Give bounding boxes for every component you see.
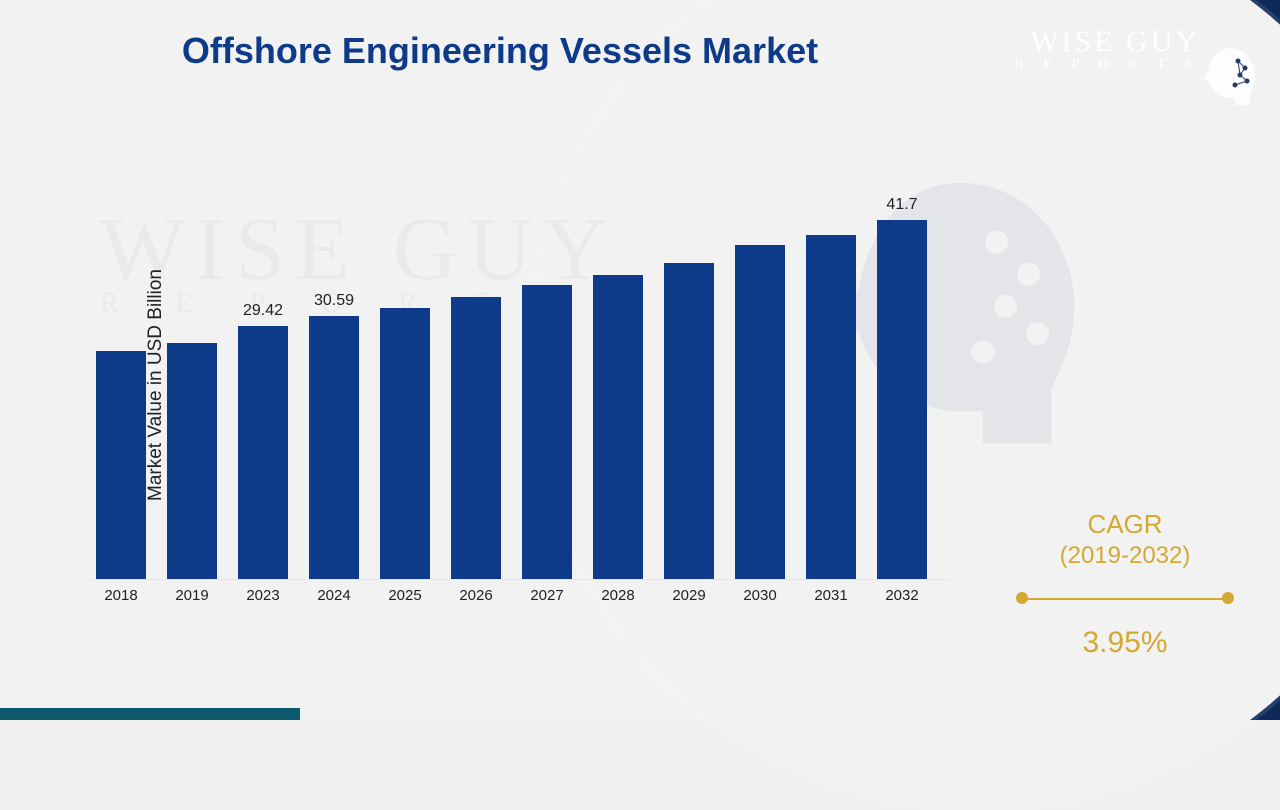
bar: [309, 316, 359, 579]
x-axis-label: 2024: [309, 587, 359, 604]
chart-title: Offshore Engineering Vessels Market: [60, 30, 940, 72]
plot-area: 2018201929.42202330.59202420252026202720…: [90, 150, 950, 580]
logo-text-bottom: R E P O R T S: [1015, 57, 1200, 73]
cagr-label: CAGR: [1010, 509, 1240, 540]
cagr-divider: [1010, 588, 1240, 608]
bar: [451, 297, 501, 579]
x-axis-label: 2026: [451, 587, 501, 604]
x-axis-label: 2018: [96, 587, 146, 604]
bar: [522, 285, 572, 579]
x-axis-label: 2032: [877, 587, 927, 604]
bar: [167, 343, 217, 580]
x-axis-label: 2023: [238, 587, 288, 604]
x-axis-label: 2028: [593, 587, 643, 604]
bar: [96, 351, 146, 579]
bar-value-label: 30.59: [309, 292, 359, 310]
brand-logo: WISE GUY R E P O R T S: [1015, 25, 1255, 73]
x-axis-label: 2029: [664, 587, 714, 604]
bar: [593, 275, 643, 579]
cagr-value: 3.95%: [1010, 626, 1240, 660]
bar: [735, 245, 785, 579]
bar-value-label: 41.7: [877, 196, 927, 214]
bar: [806, 235, 856, 579]
logo-text-top: WISE GUY: [1015, 25, 1200, 59]
x-axis-label: 2019: [167, 587, 217, 604]
bar-value-label: 29.42: [238, 302, 288, 320]
x-axis-label: 2025: [380, 587, 430, 604]
cagr-period: (2019-2032): [1010, 542, 1240, 570]
bar: [380, 308, 430, 579]
bar: [664, 263, 714, 579]
bar: [238, 326, 288, 579]
x-axis-label: 2027: [522, 587, 572, 604]
x-axis-label: 2030: [735, 587, 785, 604]
bottom-accent-bar: [0, 708, 300, 720]
x-axis-label: 2031: [806, 587, 856, 604]
chart-container: Market Value in USD Billion 2018201929.4…: [60, 150, 950, 620]
cagr-block: CAGR (2019-2032) 3.95%: [1010, 509, 1240, 660]
bar: [877, 220, 927, 579]
